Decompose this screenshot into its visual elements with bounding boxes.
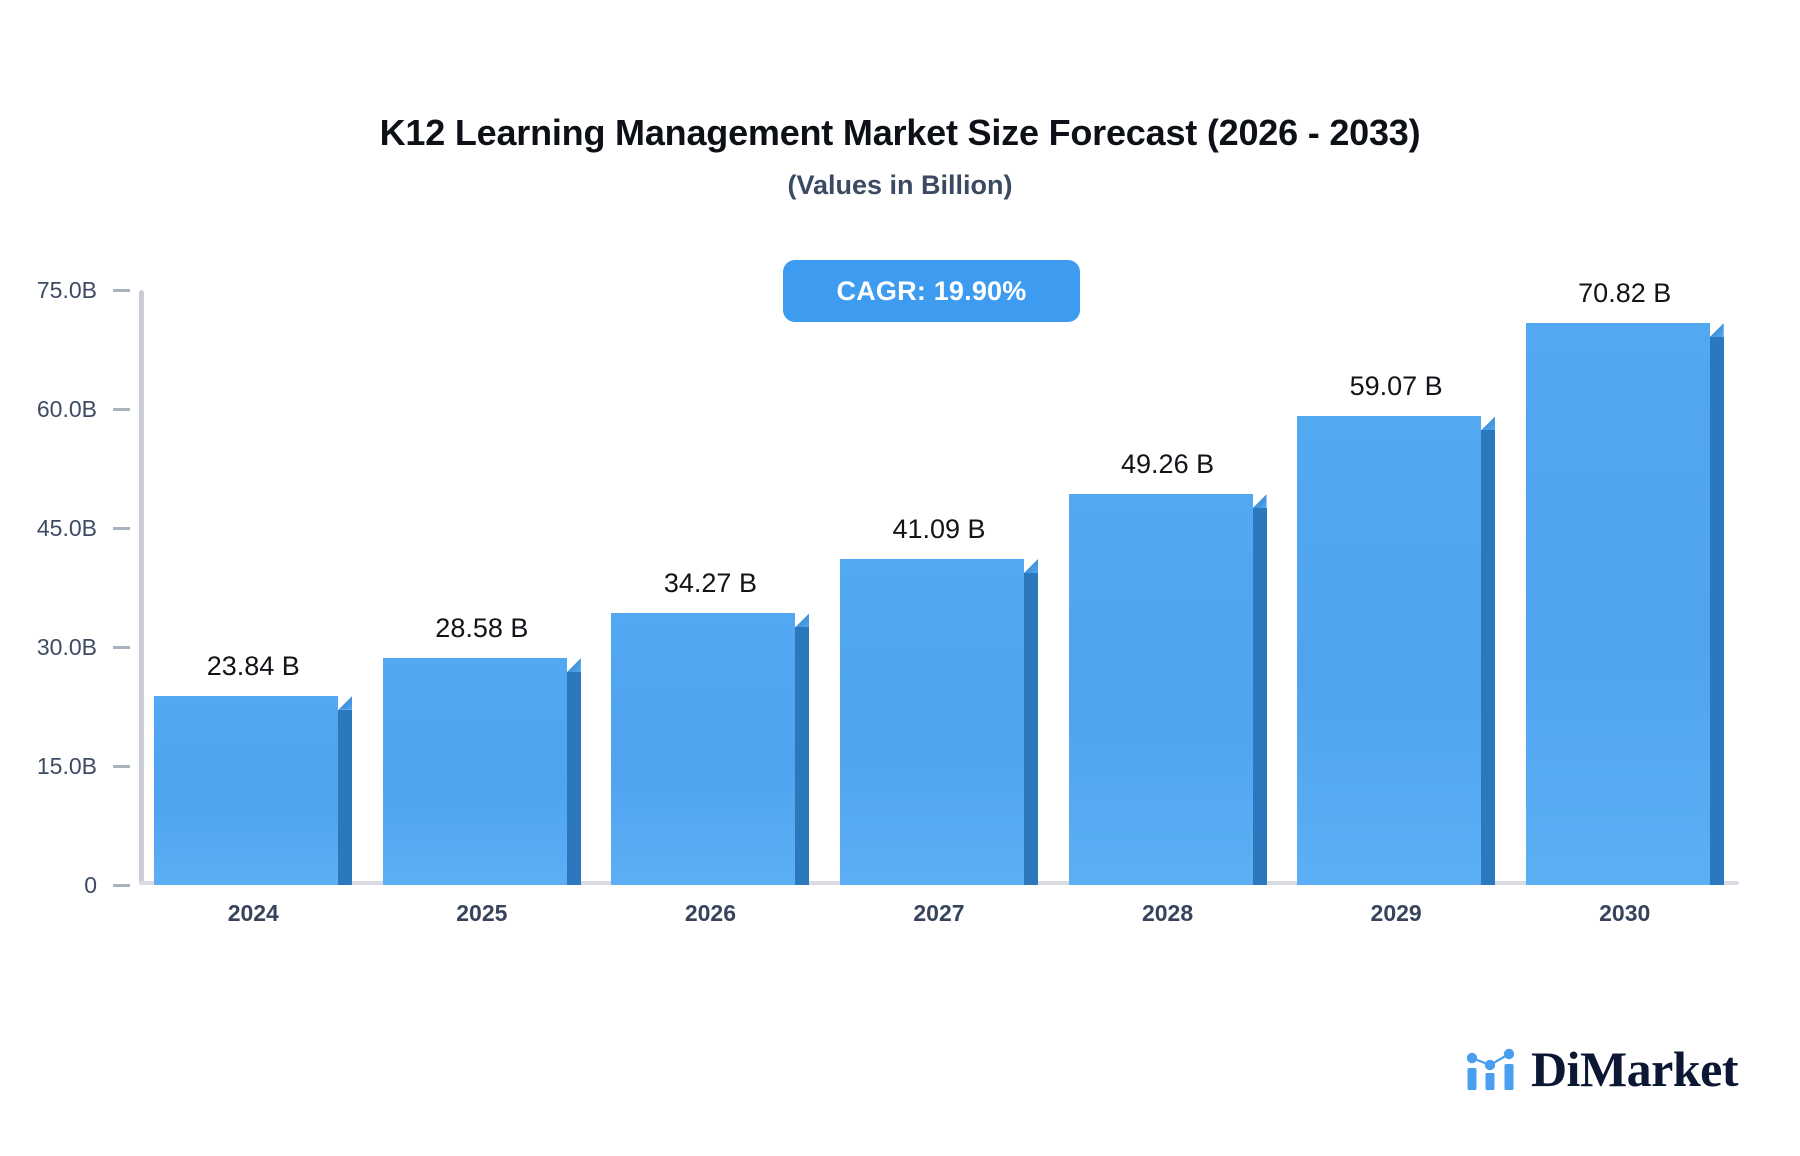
bar-top [566,658,581,673]
y-axis-tick-mark [113,526,130,530]
x-axis-label-2028: 2028 [1141,900,1194,926]
bar-side [795,627,810,885]
bar-value-label: 59.07 B [1349,371,1443,402]
bar-face [382,658,567,885]
cagr-badge: CAGR: 19.90% [783,260,1080,322]
bar-value-label: 34.27 B [663,568,757,599]
bar-shape [382,658,581,885]
bar-shape [1068,494,1267,885]
bar-top [1024,559,1038,574]
y-axis-tick-label: 15.0B [36,752,97,779]
y-axis-tick-mark [113,407,130,411]
x-axis-label-2026: 2026 [684,900,736,926]
y-axis-tick-mark [113,883,130,887]
bar-face [840,559,1024,885]
bar-shape [154,695,353,885]
bar-2029[interactable]: 59.07 B [1297,371,1496,885]
bar-chart-logo-icon [1466,1048,1515,1090]
page-title: K12 Learning Management Market Size Fore… [379,112,1421,153]
bar-value-label: 28.58 B [435,613,529,644]
bar-value-label: 49.26 B [1121,449,1215,480]
y-axis-tick-label: 60.0B [36,395,97,422]
y-axis-tick-label: 75.0B [36,276,97,303]
x-axis-label-2030: 2030 [1599,900,1651,926]
bar-2024[interactable]: 23.84 B [154,651,353,885]
bar-2025[interactable]: 28.58 B [382,613,581,885]
x-axis-label-2027: 2027 [913,900,965,926]
cagr-badge-label: CAGR: 19.90% [836,275,1027,306]
page-subtitle: (Values in Billion) [787,170,1013,200]
bar-top [1481,416,1496,431]
bar-shape [840,559,1038,885]
y-axis-tick-label: 0 [84,871,97,898]
x-axis-labels: 2024 2025 2026 2027 2028 2029 2030 [139,900,1739,940]
bar-value-label: 23.84 B [206,650,300,681]
bar-shape [611,613,810,885]
bar-side [1024,573,1038,885]
bar-shape [1297,416,1496,885]
bar-side [1481,430,1496,885]
bar-face [154,695,339,885]
bar-side [566,672,581,885]
bar-shape [1525,323,1724,885]
bar-top [1252,494,1267,509]
bar-side [1709,337,1724,885]
bar-face [1297,416,1482,885]
logo-text: DiMarket [1530,1041,1739,1097]
bar-2028[interactable]: 49.26 B [1068,449,1267,885]
bar-2030[interactable]: 70.82 B [1525,278,1724,885]
bar-2027[interactable]: 41.09 B [840,514,1038,885]
bar-top [795,613,810,628]
dimarket-logo: DiMarket [1465,1041,1739,1097]
x-axis-label-2024: 2024 [227,900,279,926]
y-axis-tick-mark [113,645,130,649]
plot-area: 0 15.0B 30.0B 45.0B 60.0B 75.0B 23.84 B 28.58 … [37,278,1739,896]
bars-container: 23.84 B 28.58 B 34.27 B 41.09 B 49.26 B 59.07… [139,278,1739,885]
y-axis-tick-label: 45.0B [36,514,97,541]
x-axis-label-2029: 2029 [1370,900,1422,926]
bar-top [338,695,353,710]
bar-top [1709,323,1724,338]
y-axis-tick-mark [113,764,130,768]
bar-face [611,613,796,885]
y-axis-tick-label: 30.0B [36,633,97,660]
bar-face [1068,494,1253,885]
bar-side [338,709,353,885]
bar-value-label: 70.82 B [1578,278,1672,309]
bar-face [1525,323,1710,885]
bar-2026[interactable]: 34.27 B [611,568,810,885]
bar-side [1252,508,1267,885]
y-axis-line [139,290,144,885]
y-axis-tick-mark [113,288,130,292]
bar-value-label: 41.09 B [892,514,986,545]
x-axis-label-2025: 2025 [456,900,508,926]
